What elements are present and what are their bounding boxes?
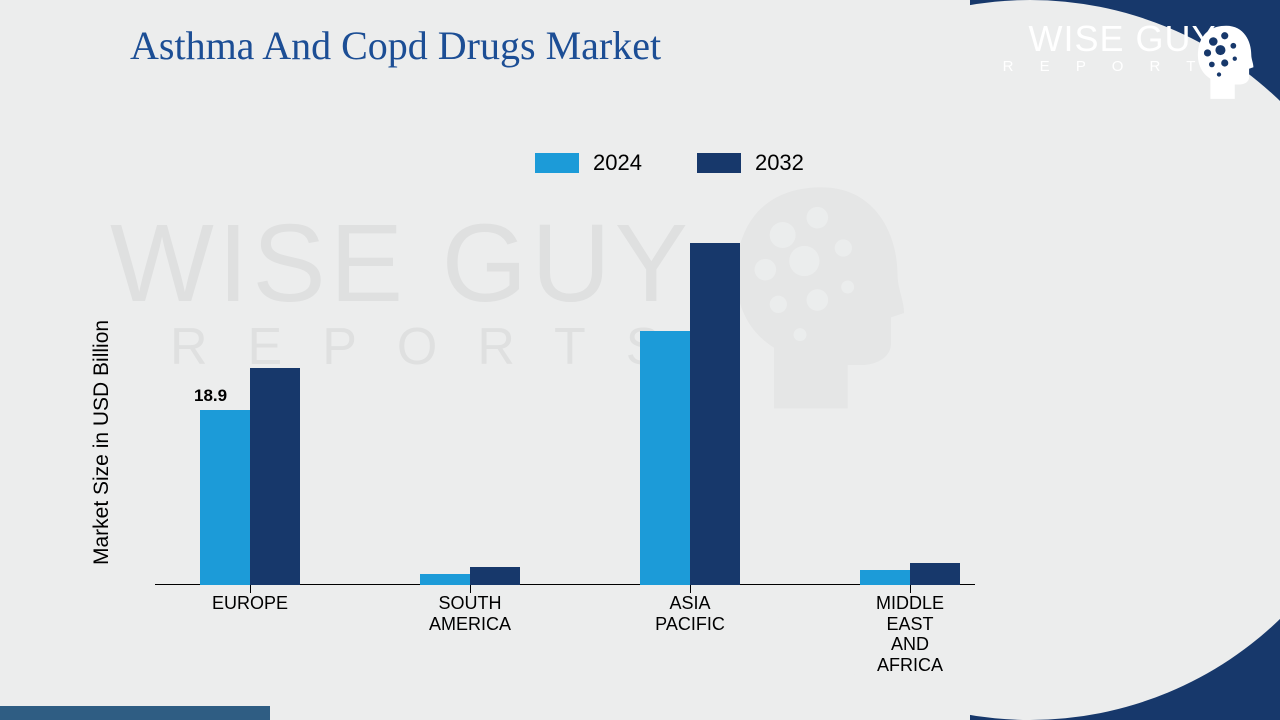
bar-2032-2	[690, 243, 740, 585]
brand-logo: WISE GUY R E P O R T S	[995, 18, 1250, 75]
plot-area: EUROPESOUTHAMERICAASIAPACIFICMIDDLEEASTA…	[155, 215, 975, 585]
legend: 2024 2032	[535, 150, 804, 176]
bar-2032-3	[910, 563, 960, 585]
y-axis-label: Market Size in USD Billion	[90, 320, 114, 565]
legend-swatch-2032	[697, 153, 741, 173]
x-tick	[250, 585, 251, 593]
category-label: MIDDLEEASTANDAFRICA	[840, 593, 980, 676]
x-tick	[470, 585, 471, 593]
bar-2032-0	[250, 368, 300, 585]
bar-chart: Market Size in USD Billion 2024 2032 EUR…	[60, 150, 990, 670]
x-tick	[910, 585, 911, 593]
x-tick	[690, 585, 691, 593]
bar-2024-1	[420, 574, 470, 585]
bar-2024-0	[200, 410, 250, 585]
bar-2024-3	[860, 570, 910, 585]
bar-2024-2	[640, 331, 690, 585]
category-label: ASIAPACIFIC	[620, 593, 760, 634]
category-label: EUROPE	[180, 593, 320, 614]
category-label: SOUTHAMERICA	[400, 593, 540, 634]
legend-label-2032: 2032	[755, 150, 804, 176]
legend-label-2024: 2024	[593, 150, 642, 176]
legend-item-2024: 2024	[535, 150, 642, 176]
logo-head-icon	[1183, 20, 1255, 106]
chart-title: Asthma And Copd Drugs Market	[130, 22, 661, 69]
bar-2032-1	[470, 567, 520, 585]
legend-item-2032: 2032	[697, 150, 804, 176]
chart-stage: Asthma And Copd Drugs Market WISE GUY RE…	[0, 0, 1280, 720]
bar-value-label: 18.9	[194, 386, 227, 406]
legend-swatch-2024	[535, 153, 579, 173]
bottom-accent-bar	[0, 706, 270, 720]
